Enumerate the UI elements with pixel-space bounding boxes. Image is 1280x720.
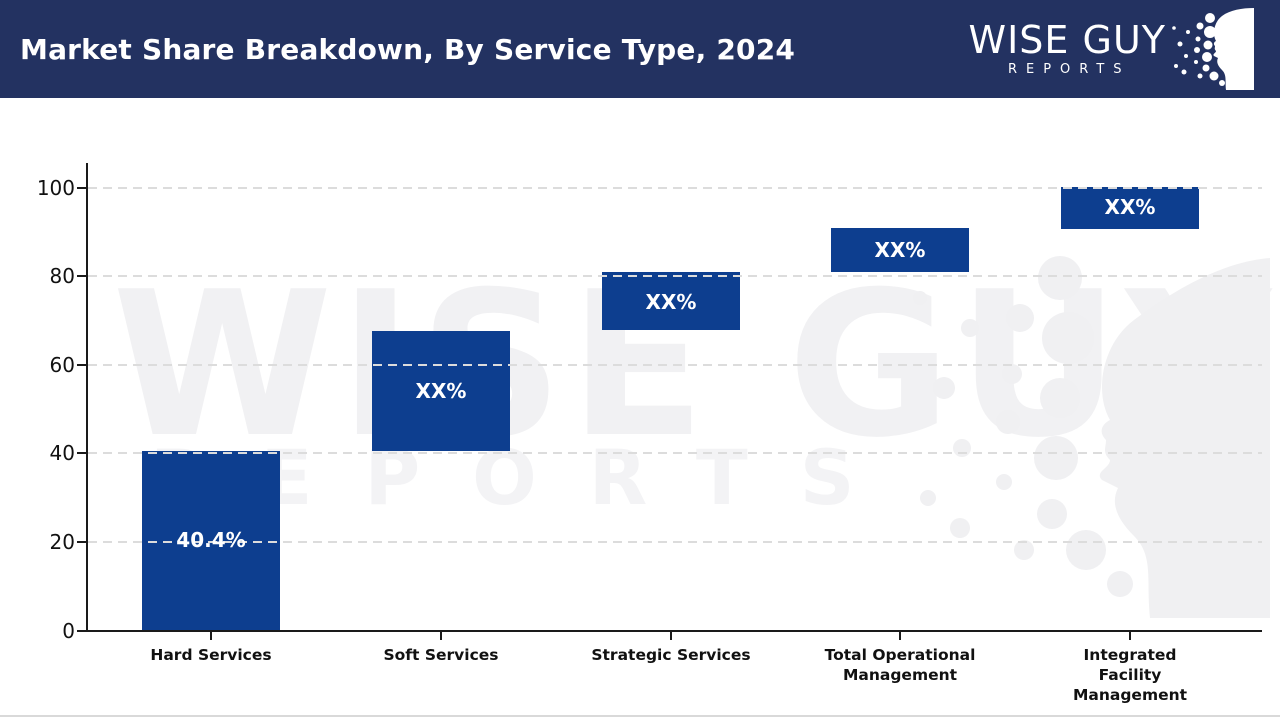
gridline xyxy=(88,364,1262,366)
gridline xyxy=(88,275,1262,277)
x-category-label: Soft Services xyxy=(383,646,499,664)
y-tick-label: 40 xyxy=(49,441,75,465)
header-bar: Market Share Breakdown, By Service Type,… xyxy=(0,0,1280,98)
x-category-label: Total Operational Management xyxy=(824,646,976,685)
y-axis-line xyxy=(86,163,88,632)
bar-value-label: XX% xyxy=(415,379,467,403)
bar-value-label: XX% xyxy=(1104,195,1156,219)
brand-subtitle: REPORTS xyxy=(1007,62,1131,77)
y-tick-mark xyxy=(77,275,86,277)
x-category-label: Strategic Services xyxy=(591,646,751,664)
x-category-label: Integrated Facility Management xyxy=(1072,646,1188,705)
y-tick-mark xyxy=(77,187,86,189)
y-tick-mark xyxy=(77,452,86,454)
y-tick-mark xyxy=(77,364,86,366)
page-title: Market Share Breakdown, By Service Type,… xyxy=(20,32,796,66)
bar-soft-services xyxy=(372,331,510,451)
y-tick-label: 20 xyxy=(49,530,75,554)
gridline xyxy=(88,452,1262,454)
x-tick-mark xyxy=(1129,632,1131,640)
gridline xyxy=(88,187,1262,189)
x-tick-mark xyxy=(899,632,901,640)
x-tick-mark xyxy=(440,632,442,640)
brand-logo-text: WISE GUY REPORTS xyxy=(969,21,1166,77)
x-tick-mark xyxy=(210,632,212,640)
bar-integrated-facility-management xyxy=(1061,187,1199,229)
y-tick-label: 60 xyxy=(49,353,75,377)
y-tick-label: 0 xyxy=(62,619,75,643)
brand-head-icon xyxy=(1172,8,1254,90)
watermark-head-icon xyxy=(913,256,1270,618)
y-tick-label: 80 xyxy=(49,264,75,288)
x-axis-line xyxy=(86,630,1262,632)
brand-logo: WISE GUY REPORTS xyxy=(969,8,1254,90)
bar-hard-services xyxy=(142,451,280,630)
brand-name: WISE GUY xyxy=(968,18,1166,62)
x-category-label: Hard Services xyxy=(150,646,272,664)
chart-area: WISE GUY REPORTS 0 20 40 60 80 100 40.4% Hard S… xyxy=(0,98,1280,720)
gridline xyxy=(88,541,1262,543)
bar-value-label: XX% xyxy=(874,238,926,262)
bar-total-operational-management xyxy=(831,228,969,272)
footer-divider xyxy=(0,715,1280,717)
y-tick-mark xyxy=(77,630,86,632)
bar-value-label: 40.4% xyxy=(176,528,246,552)
bar-value-label: XX% xyxy=(645,290,697,314)
bar-strategic-services xyxy=(602,272,740,330)
x-tick-mark xyxy=(670,632,672,640)
y-tick-label: 100 xyxy=(36,176,75,200)
y-tick-mark xyxy=(77,541,86,543)
